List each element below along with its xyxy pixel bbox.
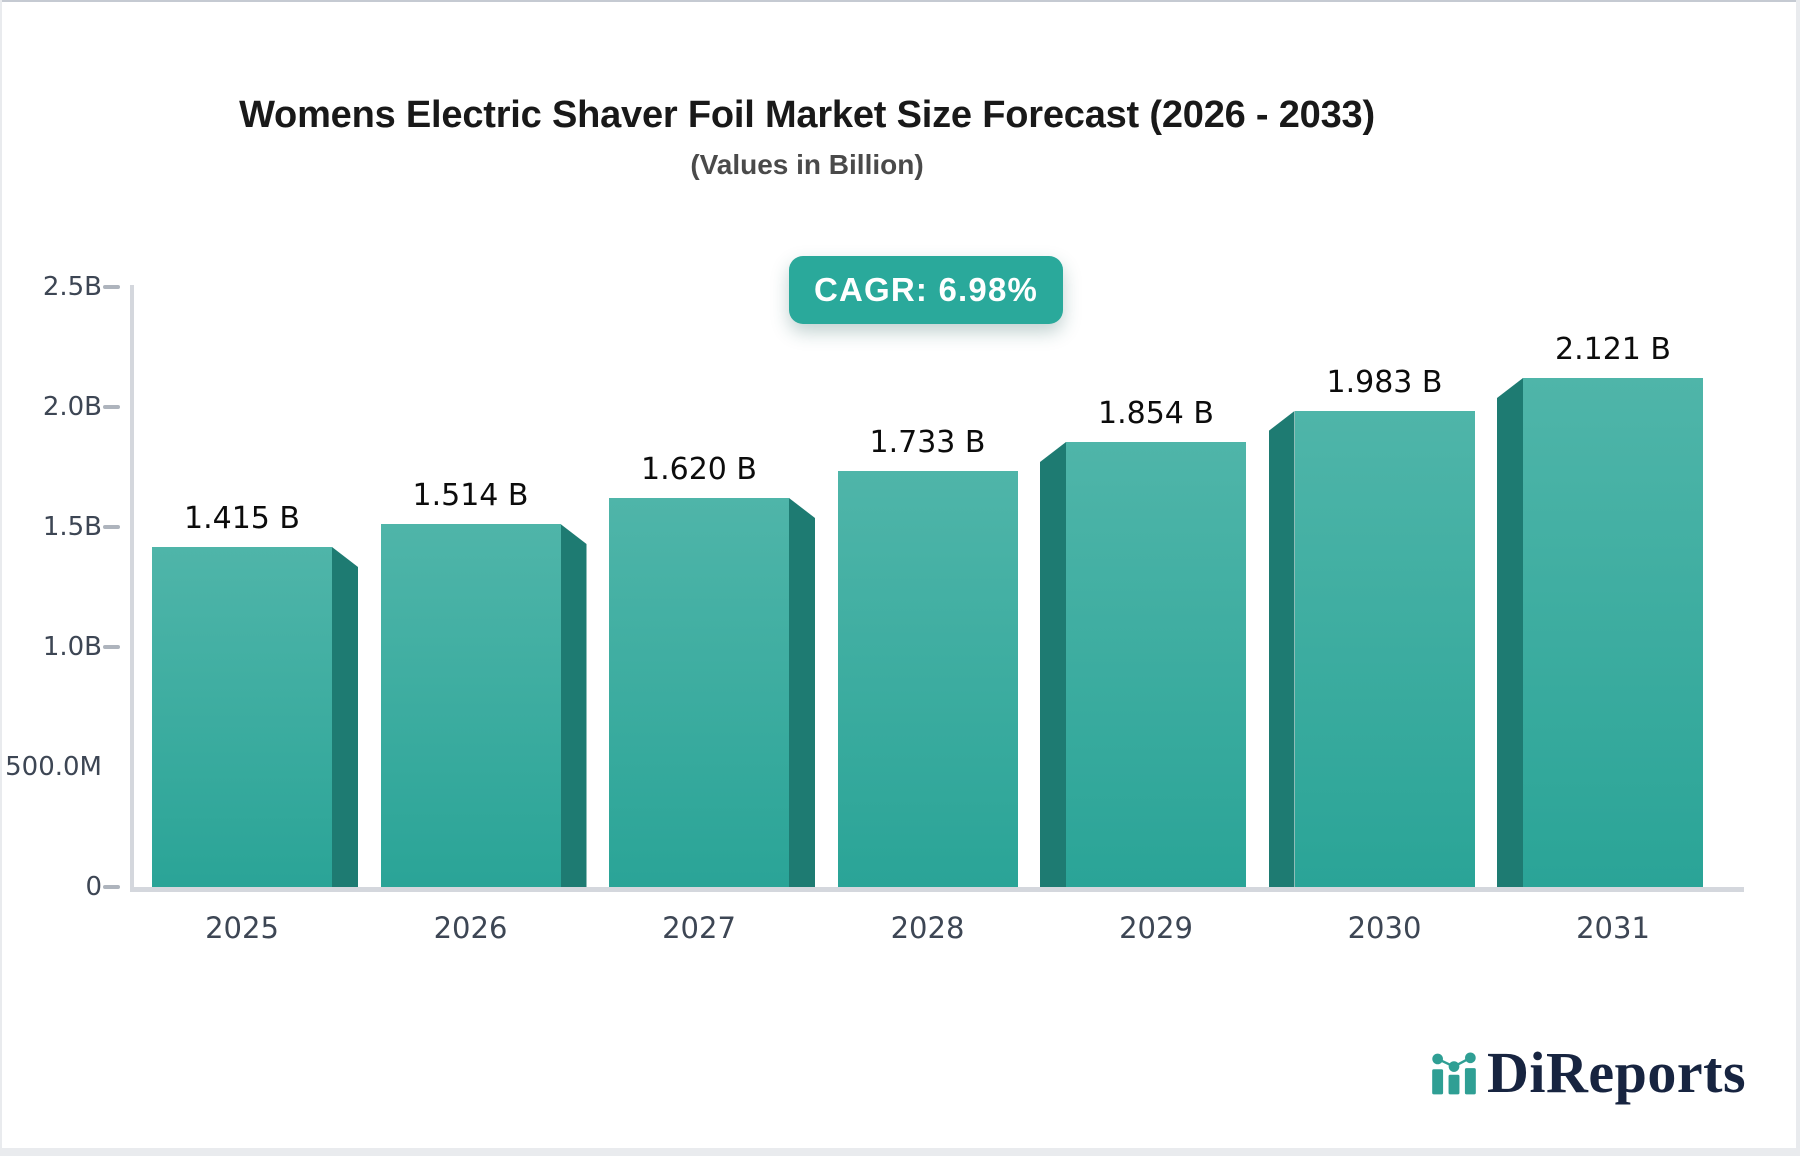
bar-2029 <box>1066 442 1246 887</box>
bar-side-2031 <box>1497 378 1523 887</box>
bar-2030 <box>1294 411 1475 887</box>
page-subtitle: (Values in Billion) <box>690 149 924 180</box>
cagr-badge: CAGR: 6.98% <box>789 256 1063 324</box>
bar-value-label-2031: 2.121 B <box>1554 332 1671 367</box>
bar-value-label-2029: 1.854 B <box>1097 396 1214 431</box>
bar-side-2025 <box>332 547 358 887</box>
x-axis-label-2030: 2030 <box>1347 911 1422 945</box>
y-tick-mark-1.0B <box>103 645 120 649</box>
bar-2026 <box>380 524 561 887</box>
bar-value-label-2028: 1.733 B <box>869 425 986 460</box>
bar-value-label-2026: 1.514 B <box>412 478 529 513</box>
bar-chart-logo-icon <box>1432 1052 1476 1095</box>
y-tick-mark-2.0B <box>103 405 120 409</box>
bar-value-label-2027: 1.620 B <box>640 452 757 487</box>
brand-name: DiReports <box>1487 1039 1747 1105</box>
x-axis-label-2028: 2028 <box>890 911 965 945</box>
y-axis-label-1.0B: 1.0B <box>42 632 102 662</box>
bar-2031 <box>1523 378 1703 887</box>
y-axis-label-0: 0 <box>85 872 102 902</box>
bar-side-2027 <box>789 498 815 887</box>
y-axis-label-2.0B: 2.0B <box>42 392 102 422</box>
x-axis-label-2027: 2027 <box>662 911 736 945</box>
x-axis-label-2025: 2025 <box>205 911 279 945</box>
y-axis-label-2.5B: 2.5B <box>42 272 102 302</box>
x-axis-label-2026: 2026 <box>433 911 508 945</box>
bar-2028 <box>837 471 1018 887</box>
y-tick-mark-1.5B <box>103 525 120 529</box>
y-tick-mark-2.5B <box>103 285 120 289</box>
bar-2025 <box>152 547 332 887</box>
x-axis-label-2031: 2031 <box>1576 911 1650 945</box>
x-axis-line <box>130 887 1744 892</box>
bar-side-2030 <box>1268 411 1295 887</box>
y-axis-line <box>130 285 134 890</box>
y-axis-label-1.5B: 1.5B <box>42 512 102 542</box>
bar-side-2029 <box>1040 442 1066 887</box>
bar-value-label-2030: 1.983 B <box>1326 365 1443 400</box>
bar-2027 <box>609 498 789 887</box>
y-axis-label-500.0M: 500.0M <box>5 752 102 782</box>
bar-side-2026 <box>560 524 587 887</box>
bar-value-label-2025: 1.415 B <box>183 501 300 536</box>
y-tick-mark-0 <box>103 885 120 889</box>
page-title: Womens Electric Shaver Foil Market Size … <box>239 94 1375 136</box>
x-axis-label-2029: 2029 <box>1119 911 1193 945</box>
brand-logo: DiReports <box>1430 1032 1746 1112</box>
